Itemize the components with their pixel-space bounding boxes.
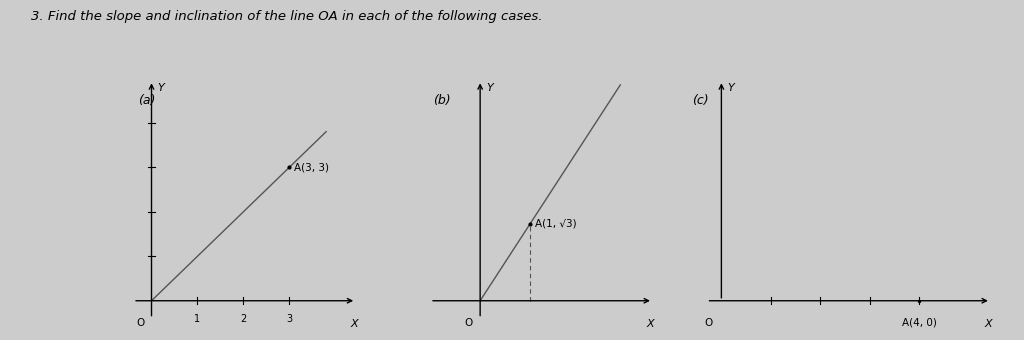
Text: O: O (464, 318, 473, 328)
Text: Y: Y (727, 83, 734, 93)
Text: A(4, 0): A(4, 0) (902, 318, 937, 328)
Text: 1: 1 (195, 314, 201, 324)
Text: 2: 2 (241, 314, 247, 324)
Text: O: O (136, 318, 144, 328)
Text: 3: 3 (287, 314, 293, 324)
Text: (b): (b) (432, 94, 451, 107)
Text: 3. Find the slope and inclination of the line OA in each of the following cases.: 3. Find the slope and inclination of the… (31, 10, 543, 23)
Text: A(3, 3): A(3, 3) (294, 162, 329, 172)
Text: (c): (c) (692, 94, 709, 107)
Text: A(1, √3): A(1, √3) (536, 219, 577, 229)
Text: Y: Y (157, 83, 164, 93)
Text: (a): (a) (137, 94, 155, 107)
Text: X: X (350, 319, 357, 328)
Text: Y: Y (486, 83, 493, 93)
Text: O: O (705, 318, 713, 328)
Text: X: X (646, 319, 654, 328)
Text: X: X (984, 319, 992, 328)
